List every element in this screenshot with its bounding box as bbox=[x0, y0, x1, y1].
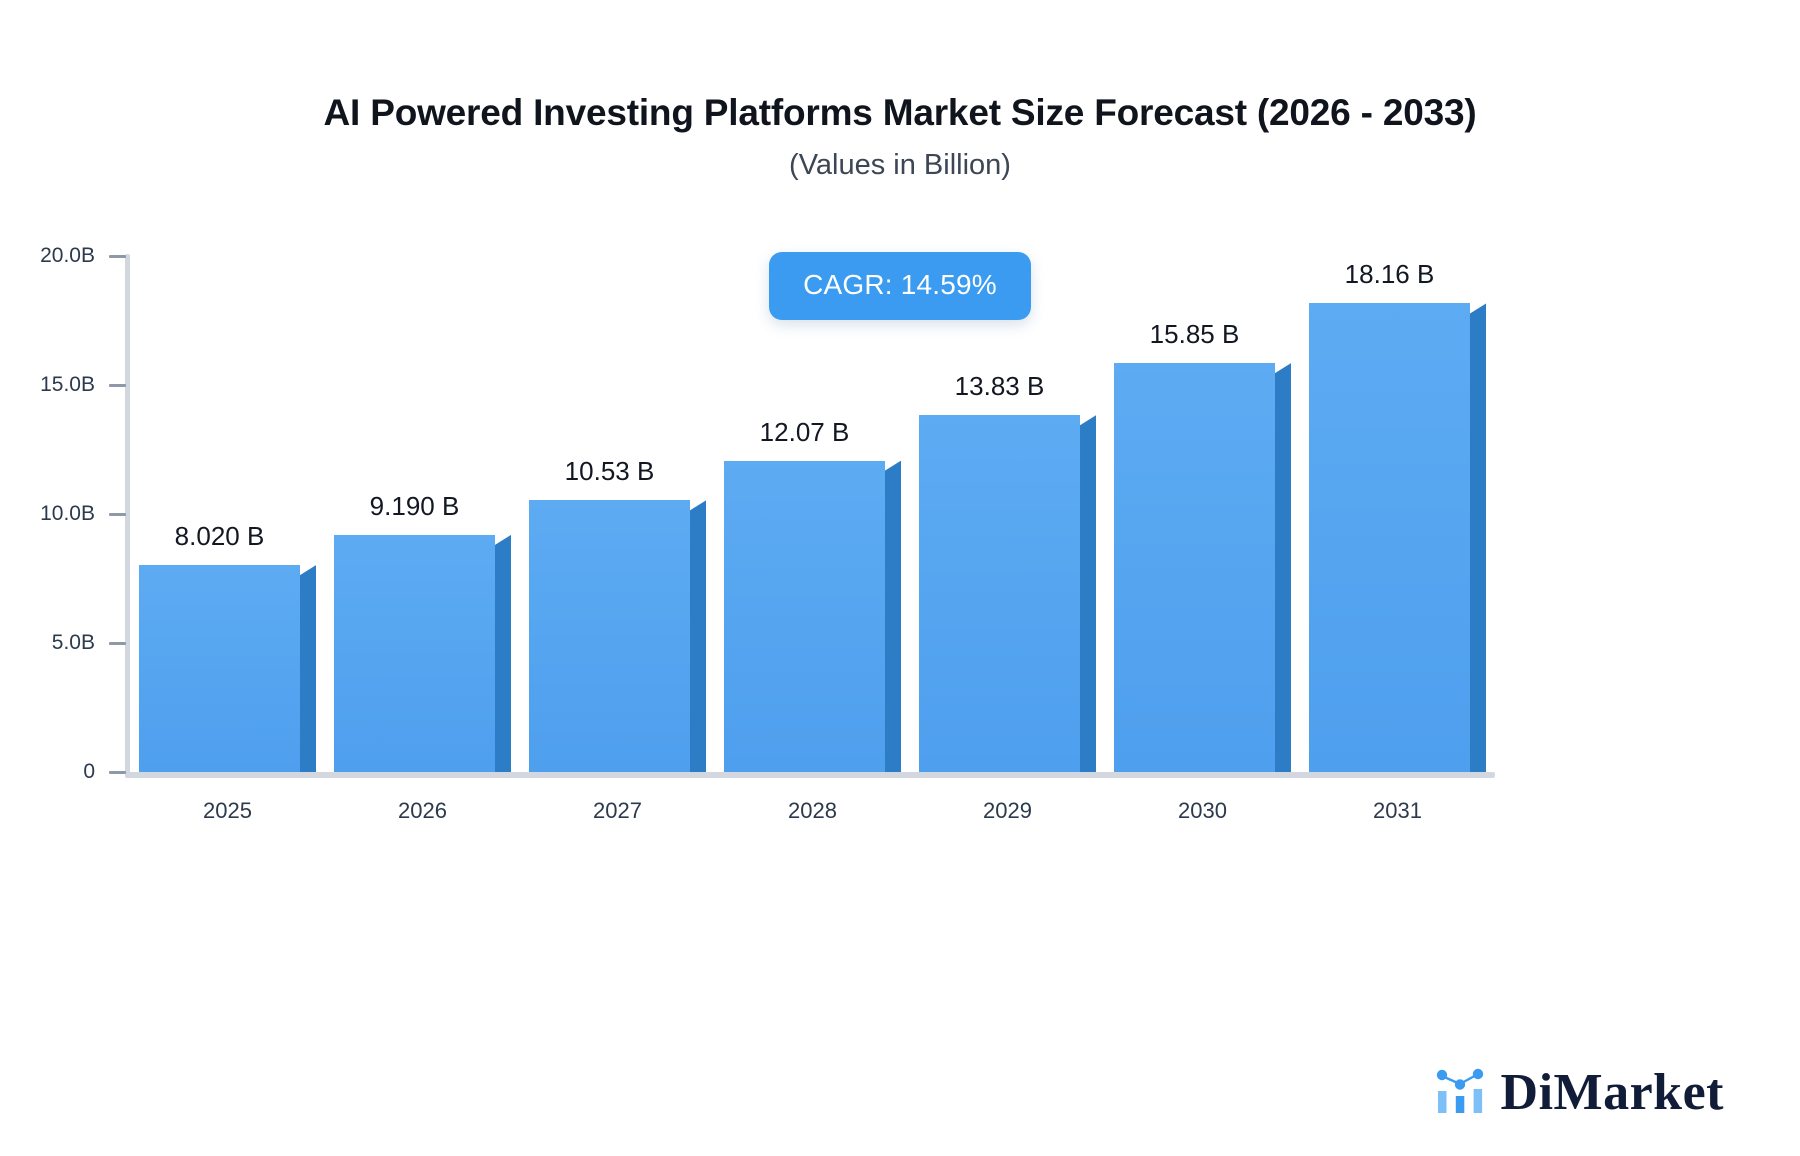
bar-group[interactable]: 9.190 B 2026 bbox=[334, 256, 511, 823]
bar-group[interactable]: 15.85 B 2030 bbox=[1114, 256, 1291, 823]
y-axis-tick-mark bbox=[109, 255, 126, 258]
bar-group[interactable]: 13.83 B 2029 bbox=[919, 256, 1096, 823]
bar-front-face bbox=[139, 565, 300, 772]
bar-value-label: 13.83 B bbox=[954, 371, 1045, 402]
bar[interactable] bbox=[334, 534, 511, 772]
y-axis-tick-mark bbox=[109, 642, 126, 645]
bar-side-face bbox=[690, 500, 706, 772]
y-axis-tick: 15.0B bbox=[0, 374, 126, 395]
bar-front-face bbox=[529, 500, 690, 772]
bar[interactable] bbox=[139, 565, 316, 772]
page-title: AI Powered Investing Platforms Market Si… bbox=[323, 92, 1477, 133]
cagr-badge: CAGR: 14.59% bbox=[769, 252, 1031, 320]
cagr-badge-container: CAGR: 14.59% bbox=[0, 252, 1800, 320]
bar-chart-icon bbox=[1433, 1065, 1487, 1120]
y-axis-line bbox=[125, 254, 130, 774]
bar[interactable] bbox=[919, 415, 1096, 772]
y-axis-tick: 20.0B bbox=[0, 245, 126, 266]
chart-plot-area: 0 5.0B 10.0B 15.0B 20.0B 8.020 B 2025 9.190 B 2… bbox=[40, 245, 1495, 823]
x-axis-tick-label: 2029 bbox=[983, 798, 1032, 823]
brand-logo: DiMarket bbox=[1433, 1065, 1724, 1120]
bar-front-face bbox=[724, 460, 885, 772]
bar-front-face bbox=[334, 534, 495, 772]
y-axis-tick: 0 bbox=[0, 761, 126, 782]
bar-value-label: 9.190 B bbox=[369, 490, 460, 521]
bar-value-label: 10.53 B bbox=[564, 456, 655, 487]
bar-group[interactable]: 8.020 B 2025 bbox=[139, 256, 316, 823]
bar[interactable] bbox=[724, 460, 901, 772]
bar-value-label: 18.16 B bbox=[1344, 259, 1435, 290]
bar-side-face bbox=[1080, 415, 1096, 772]
y-axis-tick-label: 0 bbox=[83, 760, 95, 783]
bar-side-face bbox=[1275, 363, 1291, 772]
bar-series: 8.020 B 2025 9.190 B 2026 10.53 B 2027 12.07 B… bbox=[130, 256, 1495, 823]
y-axis-tick-label: 10.0B bbox=[40, 502, 95, 525]
logo-text: DiMarket bbox=[1500, 1063, 1724, 1121]
y-axis-tick-mark bbox=[109, 384, 126, 387]
bar-value-label: 15.85 B bbox=[1149, 319, 1240, 350]
x-axis-line bbox=[125, 772, 1495, 778]
bar[interactable] bbox=[1114, 363, 1291, 772]
chart-header: AI Powered Investing Platforms Market Si… bbox=[0, 92, 1800, 182]
bar-group[interactable]: 12.07 B 2028 bbox=[724, 256, 901, 823]
y-axis-tick: 10.0B bbox=[0, 503, 126, 524]
bar-group[interactable]: 10.53 B 2027 bbox=[529, 256, 706, 823]
chart-subtitle: (Values in Billion) bbox=[789, 148, 1011, 181]
bar-side-face bbox=[885, 460, 901, 772]
y-axis-tick-mark bbox=[109, 771, 126, 774]
bar-value-label: 8.020 B bbox=[174, 521, 265, 552]
bar-side-face bbox=[1470, 303, 1486, 772]
x-axis-tick-label: 2025 bbox=[203, 798, 252, 823]
x-axis-tick-label: 2027 bbox=[593, 798, 642, 823]
bar[interactable] bbox=[529, 500, 706, 772]
y-axis-tick: 5.0B bbox=[0, 632, 126, 653]
bar-value-label: 12.07 B bbox=[759, 416, 850, 447]
bar-front-face bbox=[1114, 363, 1275, 772]
bar-group[interactable]: 18.16 B 2031 bbox=[1309, 256, 1486, 823]
bar-side-face bbox=[300, 565, 316, 772]
bar-front-face bbox=[1309, 303, 1470, 772]
x-axis-tick-label: 2026 bbox=[398, 798, 447, 823]
y-axis-tick-label: 15.0B bbox=[40, 373, 95, 396]
bar-side-face bbox=[495, 534, 511, 772]
bar-front-face bbox=[919, 415, 1080, 772]
bar[interactable] bbox=[1309, 303, 1486, 772]
y-axis-tick-label: 20.0B bbox=[40, 244, 95, 267]
x-axis-tick-label: 2030 bbox=[1178, 798, 1227, 823]
x-axis-tick-label: 2028 bbox=[788, 798, 837, 823]
y-axis-tick-mark bbox=[109, 513, 126, 516]
x-axis-tick-label: 2031 bbox=[1373, 798, 1422, 823]
y-axis-tick-label: 5.0B bbox=[51, 631, 95, 654]
